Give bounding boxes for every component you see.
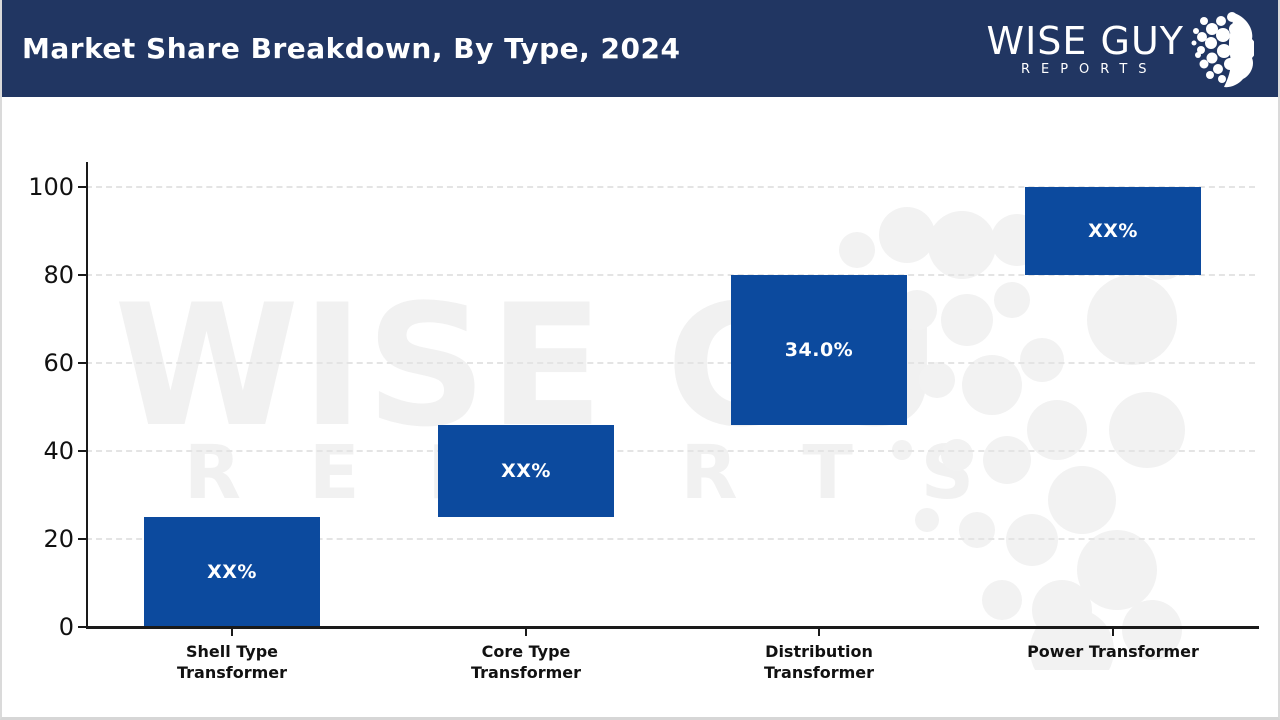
wiseguy-logo: WISE GUY REPORTS [987,9,1254,89]
x-tick-mark [231,629,233,636]
logo-head-profile-icon [1191,11,1254,87]
x-category-label-line: Transformer [176,663,287,682]
bar-2: XX% [438,424,614,517]
logo-text: WISE GUY REPORTS [987,22,1184,76]
bar-value-label: 34.0% [784,338,854,361]
y-tick-mark [78,186,86,188]
bar-value-label: XX% [207,561,257,583]
bar-3: 34.0% [731,275,907,425]
x-tick-mark [818,629,820,636]
x-axis-line [86,626,1259,629]
x-category-label-line: Core Type [481,642,571,661]
y-tick-label: 100 [28,173,74,201]
logo-reports-text: REPORTS [1020,61,1158,77]
bar-1: XX% [144,517,320,627]
header-bar: Market Share Breakdown, By Type, 2024 WI… [2,0,1278,97]
x-category-label: Shell Type Transformer [85,641,379,683]
x-category-label-line: Shell Type [185,642,279,661]
y-tick-mark [78,274,86,276]
y-axis-line [86,162,88,627]
y-tick-label: 0 [58,613,74,641]
y-tick-mark [78,362,86,364]
x-category-label-line: Transformer [763,663,874,682]
bar-4: XX% [1025,187,1201,275]
x-tick-mark [1112,629,1114,636]
gridline [86,186,1255,188]
logo-wiseguy-text: WISE GUY [986,18,1184,63]
page-title: Market Share Breakdown, By Type, 2024 [22,32,681,65]
y-tick-label: 20 [43,525,74,553]
gridline [86,450,1255,452]
y-tick-label: 60 [43,349,74,377]
bar-value-label: XX% [501,459,551,482]
x-category-label: Core Type Transformer [379,641,673,683]
x-category-label: Power Transformer [966,641,1260,662]
x-tick-mark [525,629,527,636]
y-tick-mark [78,450,86,452]
x-category-label-line: Distribution [765,642,873,661]
x-category-label-line: Transformer [470,663,581,682]
y-tick-mark [78,538,86,540]
x-category-label: Distribution Transformer [672,641,966,683]
gridline [86,538,1255,540]
y-tick-mark [78,626,86,628]
y-tick-label: 40 [43,437,74,465]
y-tick-label: 80 [43,261,74,289]
gridline [86,274,1255,276]
bar-value-label: XX% [1088,220,1138,242]
gridline [86,362,1255,364]
x-category-label-line: Power Transformer [1027,642,1199,661]
